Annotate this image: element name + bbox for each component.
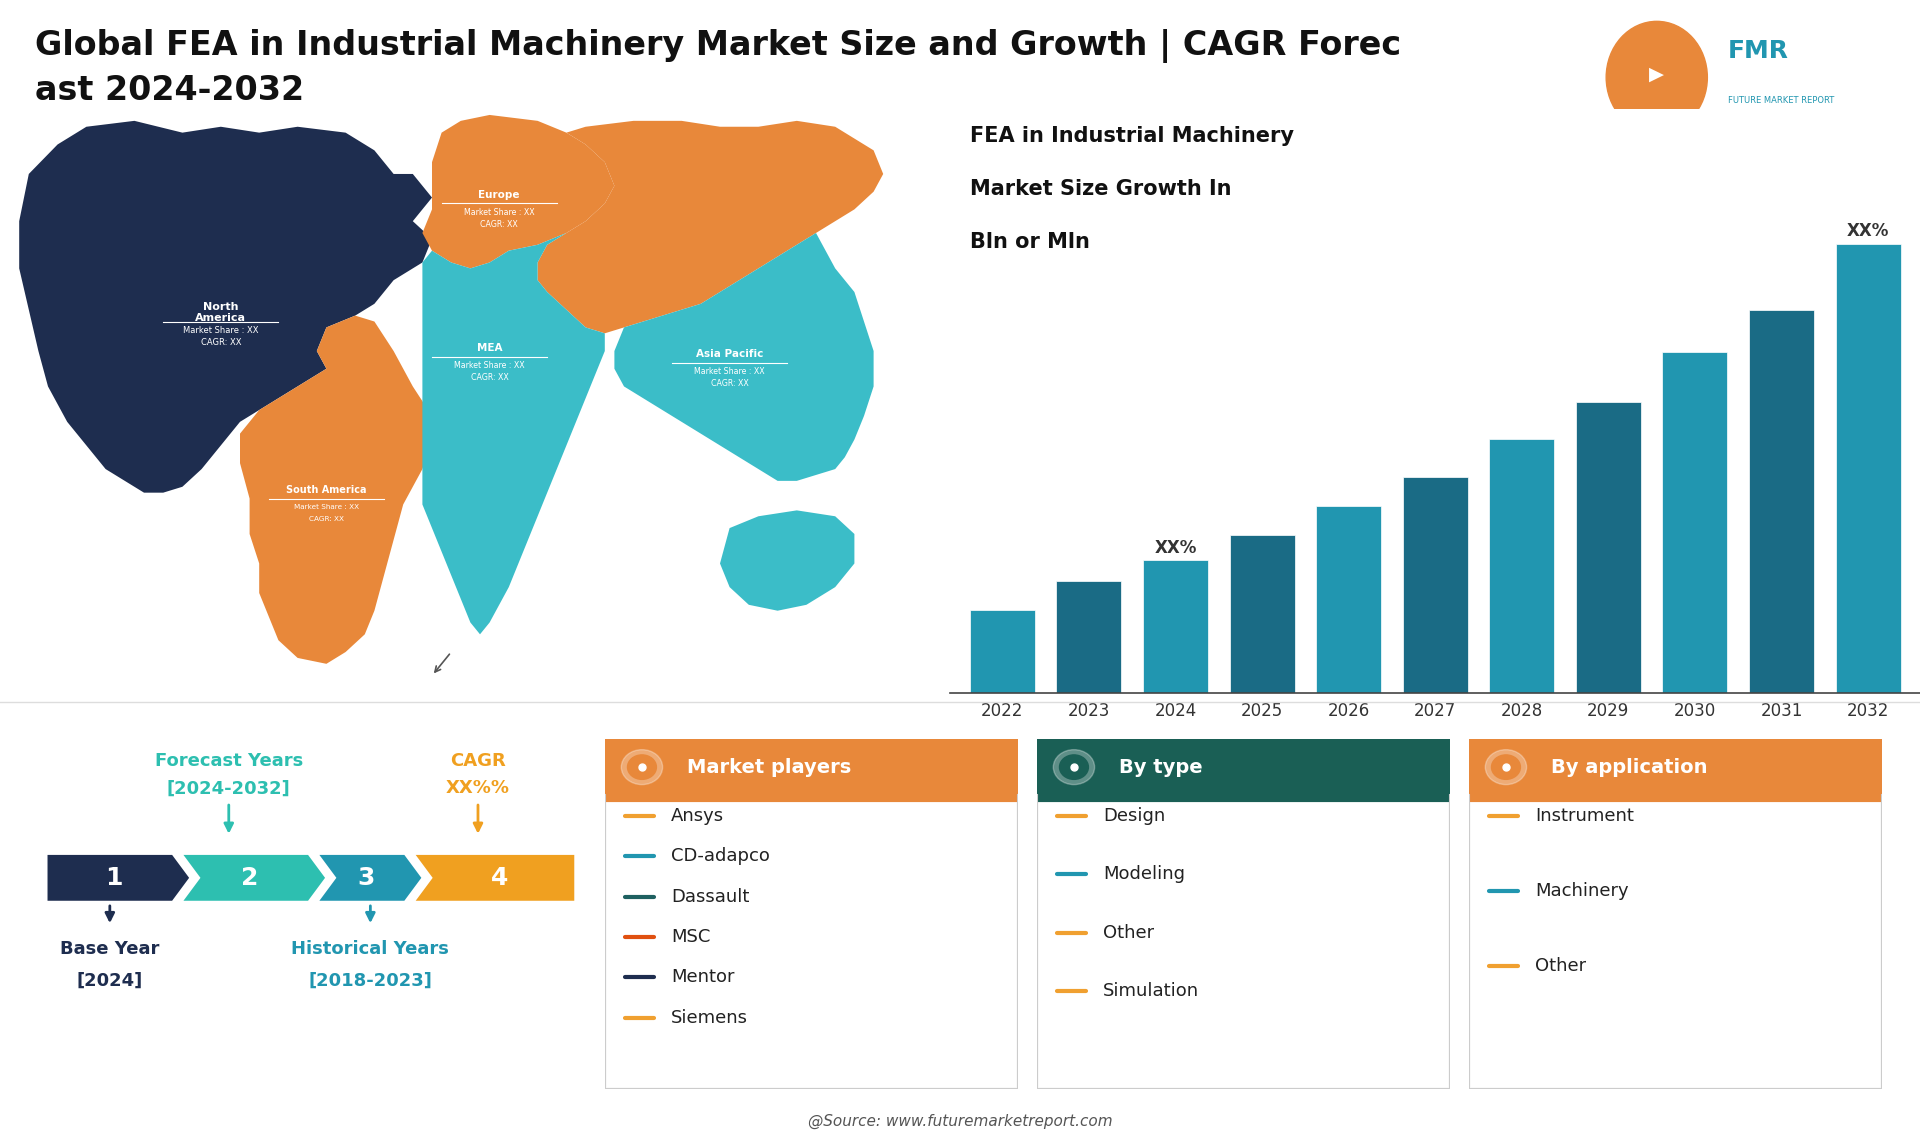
Text: CAGR: XX: CAGR: XX — [480, 220, 518, 229]
Text: CAGR: XX: CAGR: XX — [710, 379, 749, 388]
Bar — [1663, 352, 1728, 693]
Text: Market Size Growth In: Market Size Growth In — [970, 179, 1231, 199]
Text: 2: 2 — [242, 866, 259, 889]
Text: [2024]: [2024] — [77, 972, 142, 990]
Bar — [1229, 535, 1294, 693]
Text: XX%%: XX%% — [445, 779, 511, 798]
FancyBboxPatch shape — [1029, 732, 1457, 802]
Polygon shape — [184, 855, 324, 901]
Circle shape — [1486, 749, 1526, 785]
Circle shape — [1054, 749, 1094, 785]
Text: FEA in Industrial Machinery: FEA in Industrial Machinery — [970, 126, 1294, 147]
Text: ast 2024-2032: ast 2024-2032 — [35, 74, 303, 108]
Text: By type: By type — [1119, 758, 1204, 777]
Text: 3: 3 — [357, 866, 374, 889]
Text: CAGR: XX: CAGR: XX — [309, 516, 344, 523]
Bar — [1404, 477, 1467, 693]
Polygon shape — [422, 233, 605, 635]
Text: MSC: MSC — [670, 928, 710, 947]
Text: Asia Pacific: Asia Pacific — [695, 350, 764, 359]
Text: Market Share : XX: Market Share : XX — [182, 325, 259, 335]
Text: MEA: MEA — [476, 343, 503, 353]
Text: CAGR: XX: CAGR: XX — [470, 374, 509, 382]
Text: Market Share : XX: Market Share : XX — [455, 361, 524, 370]
Polygon shape — [240, 315, 432, 664]
Circle shape — [1060, 755, 1089, 779]
Text: By application: By application — [1551, 758, 1709, 777]
Bar — [1836, 244, 1901, 693]
Text: Instrument: Instrument — [1534, 807, 1634, 825]
Polygon shape — [538, 120, 883, 333]
Text: Global FEA in Industrial Machinery Market Size and Growth | CAGR Forec: Global FEA in Industrial Machinery Marke… — [35, 29, 1402, 63]
Text: Ansys: Ansys — [670, 807, 724, 825]
Text: [2024-2032]: [2024-2032] — [167, 779, 290, 798]
Text: Historical Years: Historical Years — [292, 940, 449, 958]
Text: Market Share : XX: Market Share : XX — [465, 207, 534, 217]
Circle shape — [1492, 755, 1521, 779]
Text: CD-adapco: CD-adapco — [670, 847, 770, 865]
Bar — [1317, 507, 1380, 693]
Bar — [1056, 581, 1121, 693]
Text: FMR: FMR — [1728, 39, 1789, 63]
Text: Bln or Mln: Bln or Mln — [970, 231, 1091, 252]
Text: FUTURE MARKET REPORT: FUTURE MARKET REPORT — [1728, 96, 1834, 105]
Circle shape — [622, 749, 662, 785]
Text: Base Year: Base Year — [60, 940, 159, 958]
Bar — [1576, 402, 1642, 693]
Text: XX%: XX% — [1847, 222, 1889, 241]
Text: Forecast Years: Forecast Years — [156, 752, 303, 770]
Bar — [1749, 311, 1814, 693]
FancyBboxPatch shape — [1037, 799, 1450, 1089]
Text: Market players: Market players — [687, 758, 852, 777]
Circle shape — [1607, 22, 1707, 133]
Polygon shape — [319, 855, 420, 901]
Text: Europe: Europe — [478, 189, 520, 199]
Text: Modeling: Modeling — [1102, 865, 1185, 884]
FancyBboxPatch shape — [605, 799, 1018, 1089]
Bar — [1490, 439, 1553, 693]
Polygon shape — [415, 855, 574, 901]
Text: Other: Other — [1102, 924, 1154, 942]
Text: 1: 1 — [106, 866, 123, 889]
Text: Mentor: Mentor — [670, 968, 733, 987]
Circle shape — [628, 755, 657, 779]
Text: Market Share : XX: Market Share : XX — [695, 367, 764, 376]
Text: North
America: North America — [196, 301, 246, 323]
Text: 4: 4 — [490, 866, 509, 889]
Text: Siemens: Siemens — [670, 1008, 749, 1027]
Text: ▶: ▶ — [1649, 64, 1665, 84]
Text: Design: Design — [1102, 807, 1165, 825]
Text: Other: Other — [1534, 957, 1586, 975]
Polygon shape — [720, 510, 854, 611]
Text: CAGR: XX: CAGR: XX — [200, 338, 242, 347]
Polygon shape — [614, 233, 874, 481]
Text: Dassault: Dassault — [670, 888, 749, 905]
Text: CAGR: CAGR — [449, 752, 505, 770]
Polygon shape — [19, 120, 432, 493]
Text: Market Share : XX: Market Share : XX — [294, 504, 359, 510]
Bar — [970, 610, 1035, 693]
Text: Simulation: Simulation — [1102, 982, 1198, 999]
Polygon shape — [48, 855, 188, 901]
FancyBboxPatch shape — [597, 732, 1025, 802]
Bar — [1142, 560, 1208, 693]
FancyBboxPatch shape — [1469, 799, 1882, 1089]
FancyBboxPatch shape — [1461, 732, 1889, 802]
Text: XX%: XX% — [1154, 539, 1196, 557]
Polygon shape — [422, 115, 614, 268]
Text: Machinery: Machinery — [1534, 882, 1628, 900]
Text: South America: South America — [286, 485, 367, 495]
Text: @Source: www.futuremarketreport.com: @Source: www.futuremarketreport.com — [808, 1114, 1112, 1129]
Text: [2018-2023]: [2018-2023] — [309, 972, 432, 990]
